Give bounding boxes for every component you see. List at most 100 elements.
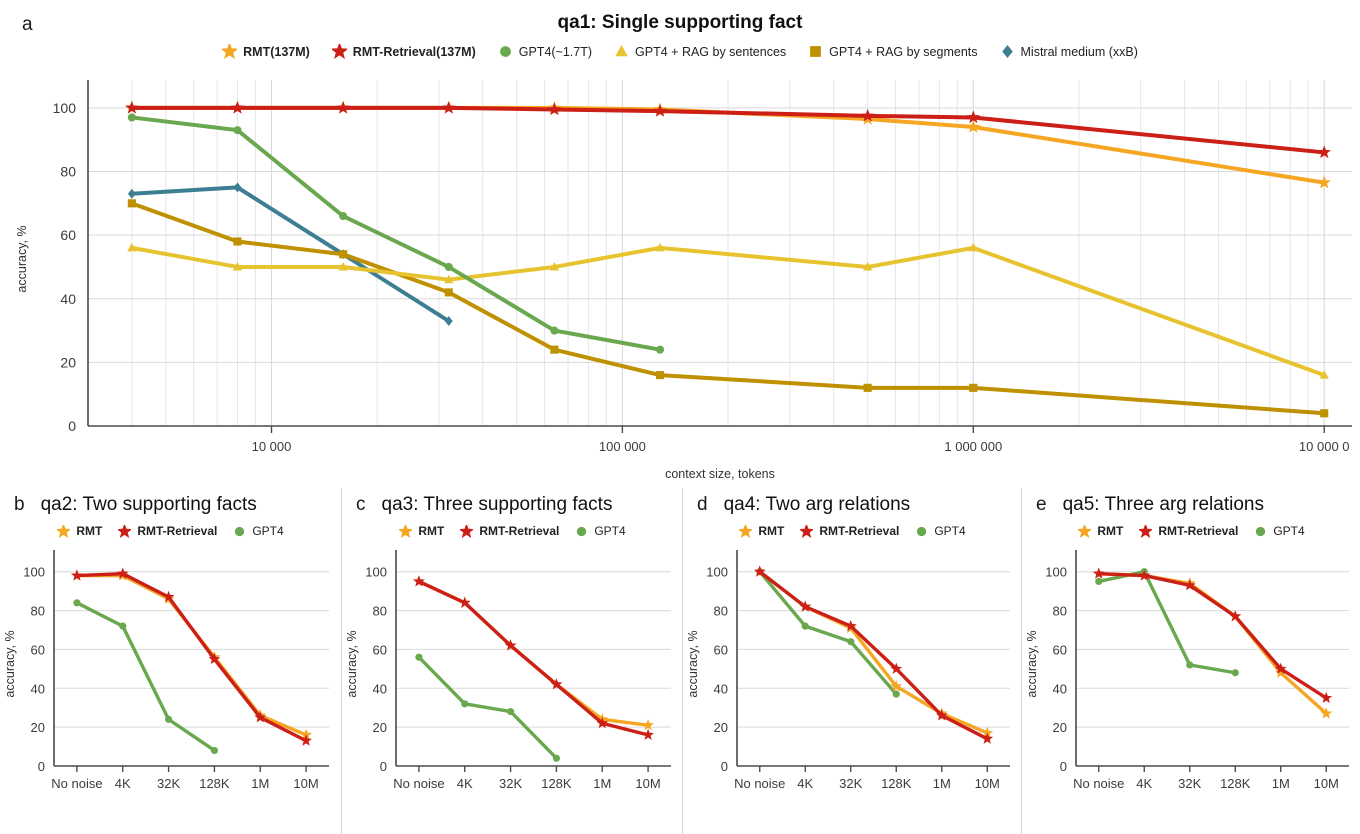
y-axis-title: accuracy, % [3, 630, 17, 697]
series-rmt_retrieval [125, 100, 1331, 159]
x-tick-label: 128K [541, 776, 572, 791]
x-tick-label: No noise [51, 776, 102, 791]
legend-label: RMT [1097, 524, 1124, 538]
legend-item-rmt[interactable]: RMT [57, 524, 102, 538]
panel-d-legend: RMT RMT-Retrieval GPT4 [683, 524, 1022, 538]
panel-b-head: b qa2: Two supporting facts [0, 494, 341, 516]
legend-label: RMT-Retrieval(137M) [352, 44, 476, 59]
y-tick-label: 40 [373, 681, 387, 696]
x-tick-label: 10M [293, 776, 318, 791]
x-tick-label: 1 000 000 [944, 439, 1002, 454]
y-tick-label: 60 [714, 642, 728, 657]
panel-d-title: qa4: Two arg relations [723, 494, 911, 515]
legend-item-rmt-retrieval[interactable]: RMT-Retrieval [460, 524, 559, 538]
y-tick-label: 20 [1053, 720, 1067, 735]
x-tick-label: 4K [1136, 776, 1152, 791]
legend-item-gpt4[interactable]: GPT4 [233, 524, 284, 538]
legend-item-rmt-retrieval[interactable]: RMT-Retrieval [1139, 524, 1238, 538]
y-tick-label: 0 [380, 759, 387, 774]
y-tick-label: 60 [60, 227, 76, 243]
x-tick-label: 100 000 [599, 439, 646, 454]
panel-qa4: d qa4: Two arg relations RMT RMT-Retrieva… [682, 488, 1022, 834]
legend-item-rmt-retrieval-137m[interactable]: RMT-Retrieval(137M) [331, 44, 476, 59]
y-tick-label: 100 [53, 100, 77, 116]
y-tick-label: 80 [373, 604, 387, 619]
series-rag_segments [127, 199, 1329, 418]
star-marker-icon [1139, 524, 1153, 538]
panel-letter-c: c [356, 494, 366, 515]
x-tick-label: 4K [115, 776, 131, 791]
legend-item-rmt[interactable]: RMT [739, 524, 784, 538]
star-marker-icon [739, 524, 753, 538]
legend-item-gpt4-rag-by-segments[interactable]: GPT4 + RAG by segments [808, 44, 978, 59]
legend-item-rmt[interactable]: RMT [399, 524, 444, 538]
y-tick-label: 20 [714, 720, 728, 735]
panel-c-head: c qa3: Three supporting facts [342, 494, 683, 516]
series-rmt_retrieval [413, 575, 654, 740]
y-tick-label: 60 [31, 642, 45, 657]
series-rmt [1092, 567, 1333, 719]
series-gpt4 [127, 113, 665, 354]
panel-e-title: qa5: Three arg relations [1062, 494, 1264, 515]
legend-label: Mistral medium (xxB) [1020, 44, 1138, 59]
y-axis-title: accuracy, % [15, 225, 29, 292]
panel-d-head: d qa4: Two arg relations [683, 494, 1022, 516]
legend-label: GPT4 + RAG by sentences [635, 44, 787, 59]
star-marker-icon [800, 524, 814, 538]
y-tick-label: 20 [31, 720, 45, 735]
legend-item-mistral-medium-xxb[interactable]: Mistral medium (xxB) [1000, 44, 1138, 59]
circle-marker-icon [233, 525, 246, 538]
legend-item-gpt4[interactable]: GPT4 [575, 524, 626, 538]
panel-a-legend: RMT(137M) RMT-Retrieval(137M) GPT4(~1.7T) G… [0, 44, 1360, 59]
legend-label: RMT-Retrieval [819, 524, 900, 538]
x-tick-label: 10M [635, 776, 660, 791]
x-tick-label: 1M [593, 776, 611, 791]
legend-item-rmt[interactable]: RMT [1078, 524, 1123, 538]
panel-letter-a: a [22, 14, 33, 35]
y-tick-label: 20 [60, 354, 76, 370]
legend-label: GPT4 [934, 524, 966, 538]
x-tick-label: No noise [734, 776, 785, 791]
y-tick-label: 80 [714, 604, 728, 619]
square-marker-icon [808, 44, 823, 59]
y-tick-label: 100 [365, 565, 387, 580]
legend-item-gpt4[interactable]: GPT4 [915, 524, 966, 538]
series-rag_sentences [127, 242, 1329, 379]
x-tick-label: 32K [839, 776, 862, 791]
y-axis-title: accuracy, % [345, 630, 359, 697]
legend-label: GPT4 [594, 524, 626, 538]
y-tick-label: 40 [60, 291, 76, 307]
circle-marker-icon [1254, 525, 1267, 538]
legend-item-rmt-retrieval[interactable]: RMT-Retrieval [118, 524, 217, 538]
y-tick-label: 0 [1060, 759, 1067, 774]
legend-item-gpt4-1-7t[interactable]: GPT4(~1.7T) [498, 44, 592, 59]
x-tick-label: 128K [199, 776, 230, 791]
series-rmt [753, 565, 994, 738]
y-tick-label: 80 [60, 164, 76, 180]
legend-label: RMT [758, 524, 785, 538]
y-tick-label: 40 [31, 681, 45, 696]
legend-item-rmt-137m[interactable]: RMT(137M) [222, 44, 310, 59]
y-tick-label: 60 [373, 642, 387, 657]
x-tick-label: No noise [393, 776, 444, 791]
y-axis-title: accuracy, % [686, 630, 700, 697]
x-tick-label: 128K [1220, 776, 1251, 791]
star-marker-icon [222, 44, 238, 59]
series-rmt_retrieval [753, 565, 994, 744]
x-tick-label: 10 000 [252, 439, 292, 454]
x-tick-label: 32K [1178, 776, 1201, 791]
panel-c-legend: RMT RMT-Retrieval GPT4 [342, 524, 683, 538]
y-tick-label: 80 [31, 604, 45, 619]
legend-item-rmt-retrieval[interactable]: RMT-Retrieval [800, 524, 899, 538]
legend-item-gpt4-rag-by-sentences[interactable]: GPT4 + RAG by sentences [614, 44, 786, 59]
y-tick-label: 40 [714, 681, 728, 696]
series-rmt_retrieval [1092, 567, 1333, 704]
legend-item-gpt4[interactable]: GPT4 [1254, 524, 1305, 538]
star-marker-icon [1078, 524, 1092, 538]
x-tick-label: 32K [157, 776, 180, 791]
panel-letter-b: b [14, 494, 25, 515]
y-tick-label: 100 [706, 565, 728, 580]
x-tick-label: 10 000 0 [1299, 439, 1350, 454]
panel-qa2: b qa2: Two supporting facts RMT RMT-Retri… [0, 488, 341, 834]
y-tick-label: 40 [1053, 681, 1067, 696]
